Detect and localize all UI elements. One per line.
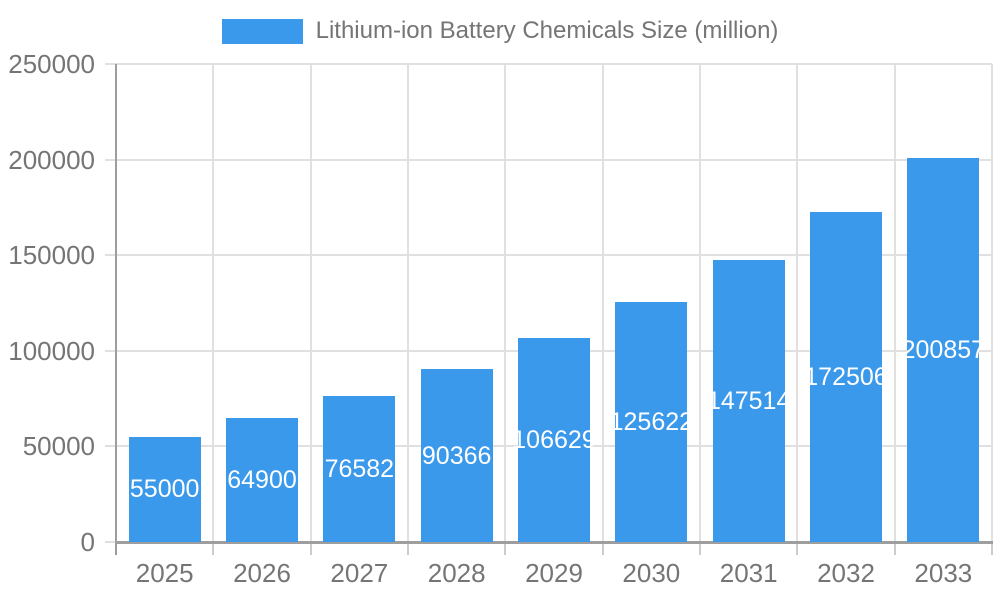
x-gridline [504,64,507,542]
bar-value-label: 106629 [512,426,596,455]
bar [128,436,201,542]
x-axis-tick [407,542,409,555]
x-axis-tick [991,542,993,555]
x-gridline [699,64,701,542]
x-axis-label: 2033 [914,558,973,588]
legend-swatch [221,18,303,44]
x-axis-tick [699,542,701,555]
bar [420,369,493,542]
y-axis-tick [105,254,116,257]
bar-value-label: 200857 [901,335,986,364]
x-gridline [991,64,993,542]
x-gridline [407,64,409,542]
bar-value-label: 76582 [324,454,395,483]
x-gridline [601,64,604,542]
y-gridline [116,158,992,161]
x-gridline [796,64,799,542]
x-axis-tick [212,542,215,555]
x-axis-label: 2032 [817,558,875,588]
y-axis-label: 250000 [8,49,95,79]
bar-value-label: 125622 [609,407,694,436]
y-axis-label: 150000 [8,240,95,271]
x-gridline [212,64,215,542]
x-axis-label: 2028 [427,558,486,588]
y-gridline [116,254,992,257]
bar [518,338,590,542]
y-axis-line [115,64,117,542]
x-axis-tick [504,542,507,555]
y-axis-tick [105,63,116,65]
y-axis-label: 200000 [8,144,95,175]
bar [615,301,688,542]
x-axis-tick [893,542,896,555]
bar [712,259,785,542]
x-axis-tick [115,542,117,555]
bar-value-label: 172506 [804,363,888,392]
bar [810,212,882,542]
bar-value-label: 64900 [227,465,297,494]
bar-value-label: 55000 [129,475,200,504]
x-axis-tick [601,542,604,555]
bar-value-label: 147514 [706,386,791,415]
y-axis-tick [105,158,116,161]
y-gridline [116,63,992,65]
bar [907,157,980,542]
y-axis-tick [105,349,116,352]
y-axis-tick [105,541,116,543]
x-axis-tick [309,542,312,555]
y-axis-label: 100000 [8,335,95,366]
x-axis-tick [796,542,799,555]
x-axis-label: 2027 [330,558,389,588]
legend-label: Lithium-ion Battery Chemicals Size (mill… [315,17,779,44]
bar [323,395,396,542]
x-axis-label: 2029 [525,558,583,588]
x-axis-label: 2031 [719,558,778,588]
y-axis-tick [105,445,116,448]
y-axis-label: 0 [80,527,95,557]
x-gridline [309,64,312,542]
x-axis-line [115,541,993,544]
x-axis-label: 2025 [135,558,194,588]
legend: Lithium-ion Battery Chemicals Size (mill… [0,14,1000,48]
x-gridline [893,64,896,542]
x-axis-label: 2030 [622,558,681,588]
bar-value-label: 90366 [421,441,492,470]
bar [226,417,298,542]
x-axis-label: 2026 [233,558,291,588]
y-axis-label: 50000 [22,431,95,462]
